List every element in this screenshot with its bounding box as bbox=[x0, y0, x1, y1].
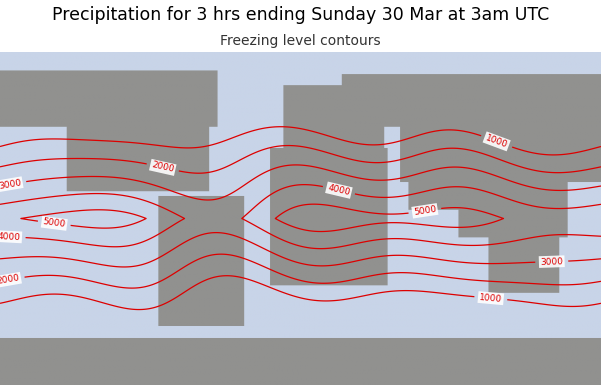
Text: 2000: 2000 bbox=[151, 161, 175, 174]
Text: 1000: 1000 bbox=[479, 293, 502, 304]
Text: Precipitation for 3 hrs ending Sunday 30 Mar at 3am UTC: Precipitation for 3 hrs ending Sunday 30… bbox=[52, 5, 549, 23]
Text: 3000: 3000 bbox=[540, 257, 563, 266]
Text: 1000: 1000 bbox=[484, 133, 509, 150]
Text: 4000: 4000 bbox=[327, 183, 351, 197]
Text: 4000: 4000 bbox=[0, 232, 21, 242]
Text: 3000: 3000 bbox=[0, 178, 22, 191]
Text: 5000: 5000 bbox=[413, 205, 437, 217]
Text: 5000: 5000 bbox=[42, 218, 66, 229]
Text: 2000: 2000 bbox=[0, 273, 20, 286]
Text: Freezing level contours: Freezing level contours bbox=[220, 33, 381, 48]
